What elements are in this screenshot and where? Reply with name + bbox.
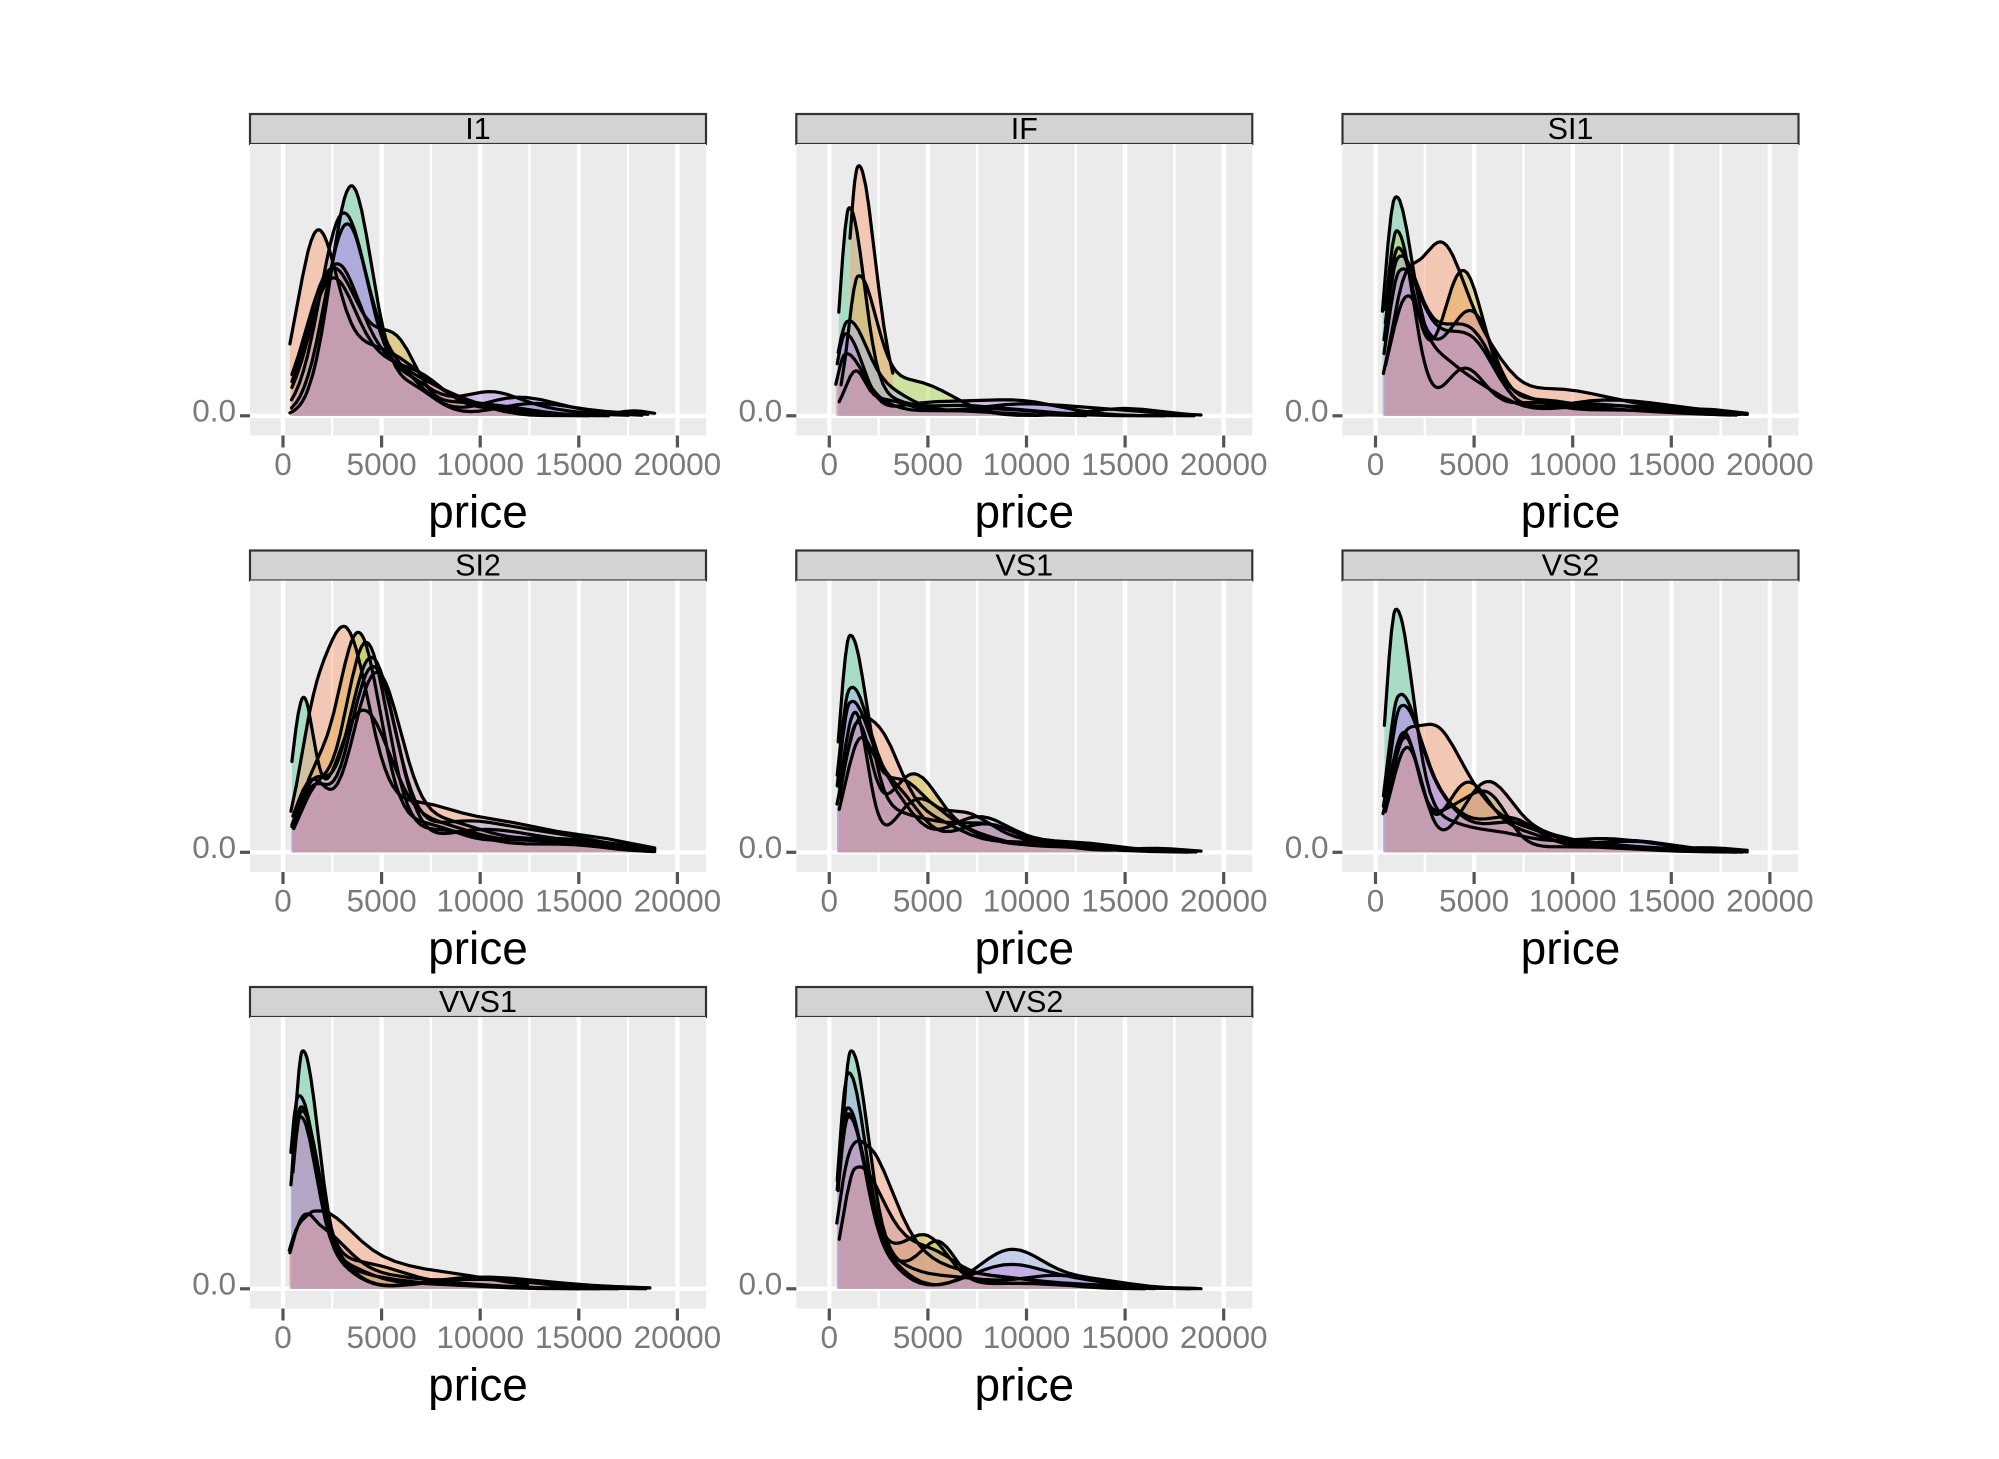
svg-text:0.0: 0.0 <box>1285 392 1329 428</box>
svg-text:price: price <box>1521 486 1621 538</box>
svg-text:20000: 20000 <box>634 883 722 919</box>
svg-text:10000: 10000 <box>436 1319 524 1355</box>
svg-text:5000: 5000 <box>1439 883 1509 919</box>
svg-text:0.0: 0.0 <box>739 392 783 428</box>
svg-text:20000: 20000 <box>1726 883 1814 919</box>
svg-text:20000: 20000 <box>1180 446 1268 482</box>
svg-text:10000: 10000 <box>1529 446 1617 482</box>
svg-text:price: price <box>974 922 1074 974</box>
svg-text:0: 0 <box>1367 883 1385 919</box>
svg-text:15000: 15000 <box>1627 883 1715 919</box>
svg-text:15000: 15000 <box>1081 1319 1169 1355</box>
svg-text:0: 0 <box>1367 446 1385 482</box>
svg-text:20000: 20000 <box>634 446 722 482</box>
svg-text:0.0: 0.0 <box>192 392 236 428</box>
svg-text:SI2: SI2 <box>455 549 501 583</box>
svg-text:VVS2: VVS2 <box>985 985 1063 1019</box>
svg-text:10000: 10000 <box>436 883 524 919</box>
svg-text:5000: 5000 <box>347 1319 417 1355</box>
svg-text:20000: 20000 <box>1180 1319 1268 1355</box>
svg-text:20000: 20000 <box>1180 883 1268 919</box>
svg-text:SI1: SI1 <box>1548 112 1594 146</box>
svg-text:0: 0 <box>821 883 839 919</box>
svg-text:price: price <box>974 1359 1074 1411</box>
svg-text:0: 0 <box>274 446 292 482</box>
svg-text:0.0: 0.0 <box>192 1265 236 1301</box>
svg-text:5000: 5000 <box>1439 446 1509 482</box>
svg-text:5000: 5000 <box>347 883 417 919</box>
svg-text:15000: 15000 <box>1627 446 1715 482</box>
svg-text:0: 0 <box>821 446 839 482</box>
svg-text:0.0: 0.0 <box>192 829 236 865</box>
svg-text:10000: 10000 <box>983 446 1071 482</box>
svg-text:5000: 5000 <box>347 446 417 482</box>
svg-text:10000: 10000 <box>1529 883 1617 919</box>
svg-text:15000: 15000 <box>535 1319 623 1355</box>
svg-text:5000: 5000 <box>893 883 963 919</box>
svg-text:IF: IF <box>1011 112 1038 146</box>
svg-text:VS1: VS1 <box>995 549 1053 583</box>
svg-text:20000: 20000 <box>634 1319 722 1355</box>
svg-text:0.0: 0.0 <box>739 1265 783 1301</box>
svg-text:10000: 10000 <box>983 883 1071 919</box>
svg-text:VVS1: VVS1 <box>439 985 517 1019</box>
svg-text:10000: 10000 <box>436 446 524 482</box>
svg-text:0.0: 0.0 <box>1285 829 1329 865</box>
svg-text:0.0: 0.0 <box>739 829 783 865</box>
svg-text:price: price <box>428 486 528 538</box>
svg-text:10000: 10000 <box>983 1319 1071 1355</box>
svg-text:price: price <box>974 486 1074 538</box>
svg-text:20000: 20000 <box>1726 446 1814 482</box>
svg-text:0: 0 <box>274 883 292 919</box>
svg-text:15000: 15000 <box>535 883 623 919</box>
svg-text:5000: 5000 <box>893 446 963 482</box>
svg-text:price: price <box>1521 922 1621 974</box>
svg-text:price: price <box>428 1359 528 1411</box>
svg-text:15000: 15000 <box>1081 883 1169 919</box>
svg-text:0: 0 <box>821 1319 839 1355</box>
svg-text:15000: 15000 <box>535 446 623 482</box>
svg-text:15000: 15000 <box>1081 446 1169 482</box>
svg-text:price: price <box>428 922 528 974</box>
svg-text:5000: 5000 <box>893 1319 963 1355</box>
svg-text:0: 0 <box>274 1319 292 1355</box>
svg-text:VS2: VS2 <box>1542 549 1600 583</box>
svg-text:I1: I1 <box>465 112 490 146</box>
